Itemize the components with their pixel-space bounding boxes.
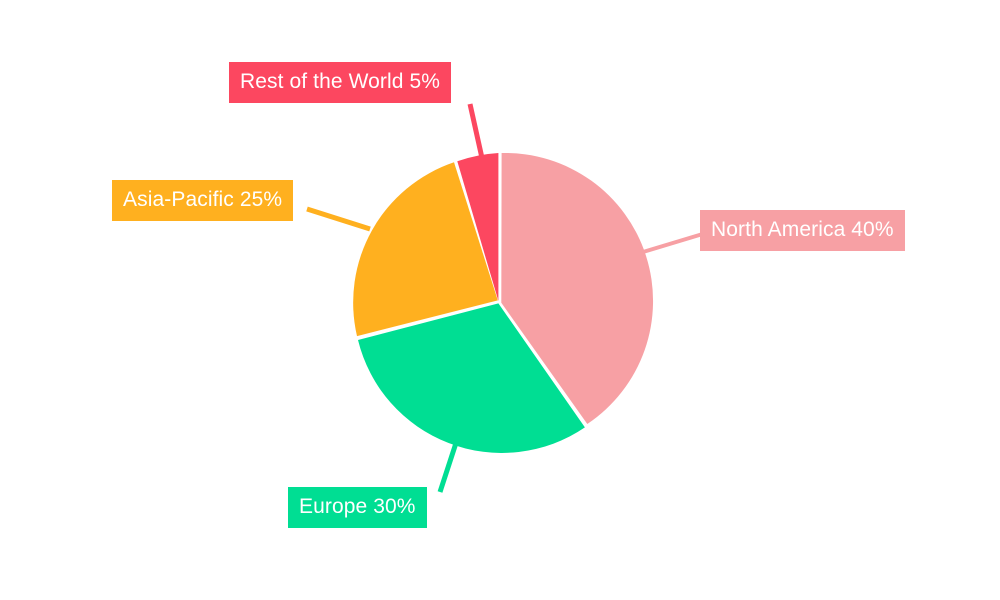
pie-label-rest-of-world[interactable]: Rest of the World 5%: [229, 62, 452, 103]
pie-slice-asia-pacific[interactable]: [353, 162, 498, 337]
leader-line-europe: [437, 442, 459, 493]
pie-slice-europe[interactable]: [358, 303, 585, 453]
pie-label-europe[interactable]: Europe 30%: [288, 487, 427, 528]
pie-slice-north-america[interactable]: [501, 152, 654, 425]
leader-line-asia-pacific: [306, 206, 371, 232]
leader-lines: [306, 103, 707, 493]
pie-label-north-america[interactable]: North America 40%: [700, 210, 905, 251]
pie-slices: [353, 152, 654, 453]
leader-line-north-america: [642, 231, 707, 254]
leader-line-rest-of-world: [467, 103, 485, 159]
pie-label-asia-pacific[interactable]: Asia-Pacific 25%: [112, 180, 294, 221]
pie-slice-rest-of-world[interactable]: [457, 153, 499, 301]
